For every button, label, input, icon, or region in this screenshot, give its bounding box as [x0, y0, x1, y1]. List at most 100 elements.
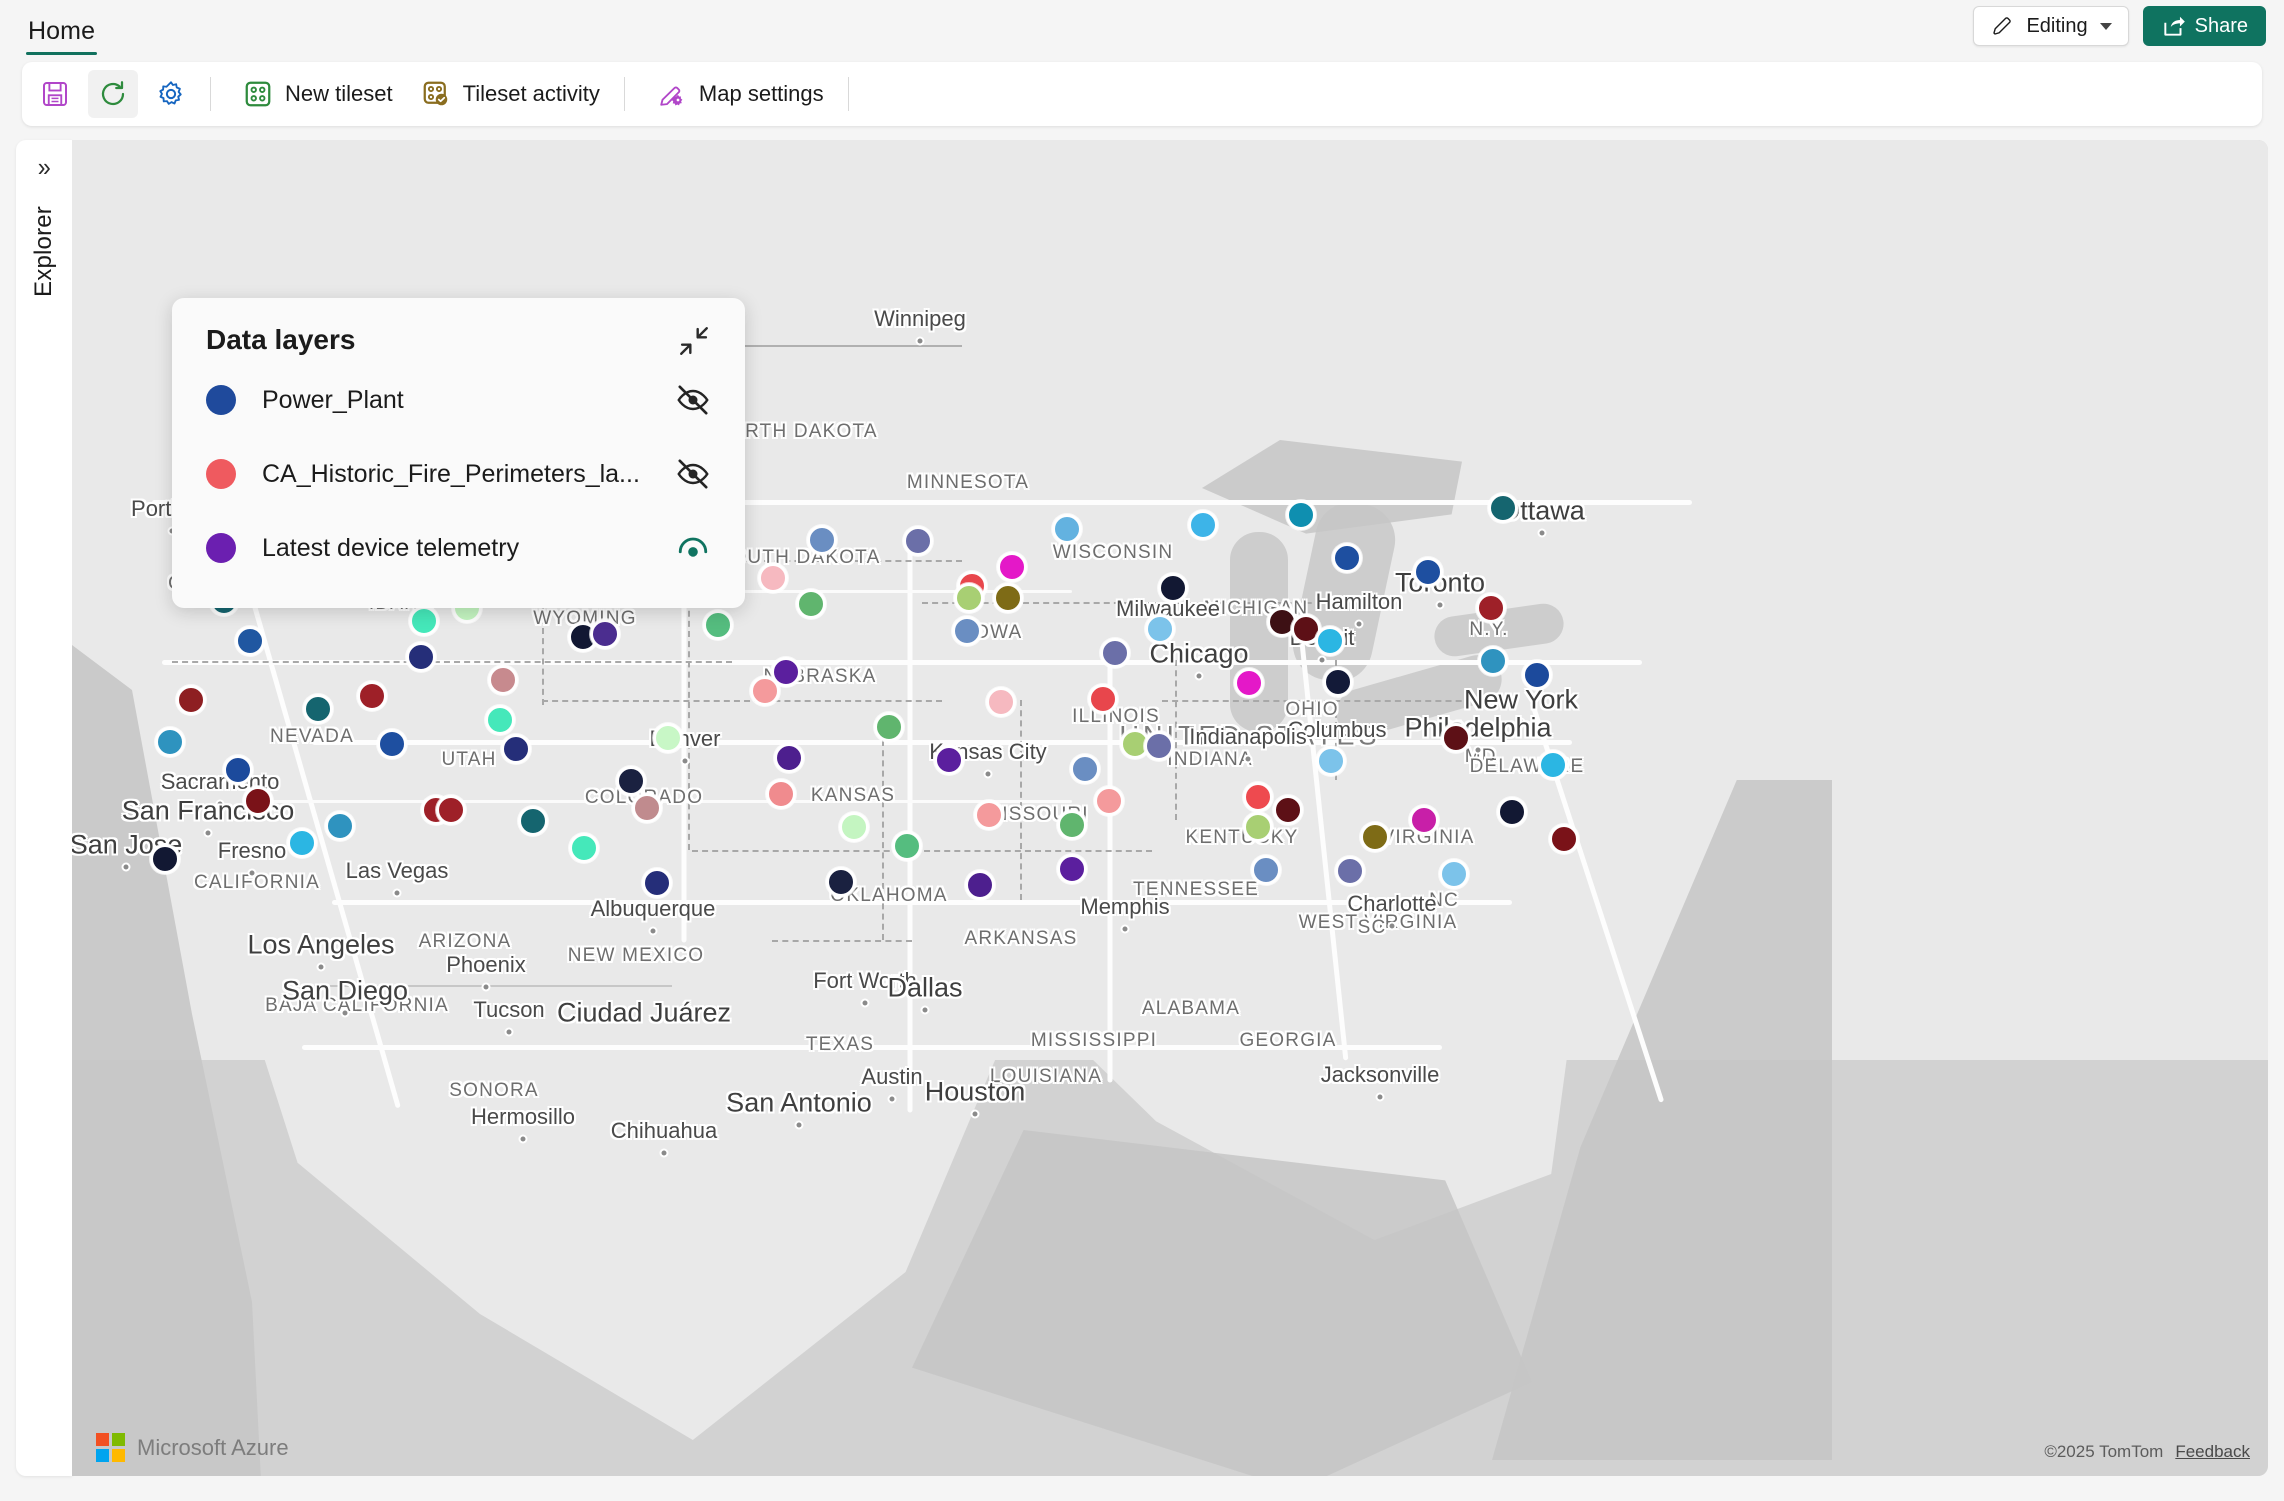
- map-data-point[interactable]: [1497, 797, 1527, 827]
- map-data-point[interactable]: [303, 694, 333, 724]
- layer-row[interactable]: Power_Plant: [172, 368, 745, 432]
- map-data-point[interactable]: [235, 626, 265, 656]
- map-data-point[interactable]: [436, 795, 466, 825]
- collapse-diagonal-icon[interactable]: [677, 324, 711, 358]
- map-data-point[interactable]: [155, 727, 185, 757]
- map-data-point[interactable]: [1144, 731, 1174, 761]
- map-data-point[interactable]: [1243, 812, 1273, 842]
- map-data-point[interactable]: [1100, 638, 1130, 668]
- map-data-point[interactable]: [1538, 750, 1568, 780]
- map-data-point[interactable]: [774, 743, 804, 773]
- layer-row[interactable]: CA_Historic_Fire_Perimeters_la...: [172, 442, 745, 506]
- map-data-point[interactable]: [1315, 626, 1345, 656]
- map-data-point[interactable]: [518, 806, 548, 836]
- map-data-point[interactable]: [807, 525, 837, 555]
- map-settings-button[interactable]: Map settings: [647, 70, 834, 118]
- map-data-point[interactable]: [1476, 593, 1506, 623]
- map-data-point[interactable]: [986, 687, 1016, 717]
- map-data-point[interactable]: [1273, 795, 1303, 825]
- map-data-point[interactable]: [758, 563, 788, 593]
- map-data-point[interactable]: [325, 811, 355, 841]
- map-data-point[interactable]: [1243, 782, 1273, 812]
- map-data-point[interactable]: [590, 619, 620, 649]
- map-data-point[interactable]: [1323, 667, 1353, 697]
- map-data-point[interactable]: [616, 766, 646, 796]
- map-data-point[interactable]: [1488, 493, 1518, 523]
- map-data-point[interactable]: [1439, 859, 1469, 889]
- map-data-point[interactable]: [1158, 573, 1188, 603]
- map-data-point[interactable]: [357, 681, 387, 711]
- map-data-point[interactable]: [1409, 805, 1439, 835]
- map-data-point[interactable]: [1145, 614, 1175, 644]
- map-data-point[interactable]: [409, 606, 439, 636]
- map-data-point[interactable]: [997, 552, 1027, 582]
- map-data-point[interactable]: [903, 526, 933, 556]
- map-data-point[interactable]: [1251, 855, 1281, 885]
- map-data-point[interactable]: [1286, 500, 1316, 530]
- map-data-point[interactable]: [1522, 660, 1552, 690]
- explorer-rail[interactable]: » Explorer: [16, 140, 72, 1476]
- map-data-point[interactable]: [892, 831, 922, 861]
- map-data-point[interactable]: [1360, 822, 1390, 852]
- map-data-point[interactable]: [703, 610, 733, 640]
- map-data-point[interactable]: [934, 745, 964, 775]
- eye-off-icon[interactable]: [675, 456, 711, 492]
- map-data-point[interactable]: [826, 867, 856, 897]
- map-data-point[interactable]: [406, 642, 436, 672]
- map-data-point[interactable]: [796, 589, 826, 619]
- save-button[interactable]: [30, 70, 80, 118]
- map-data-point[interactable]: [287, 828, 317, 858]
- new-tileset-button[interactable]: New tileset: [233, 70, 403, 118]
- map-data-point[interactable]: [839, 812, 869, 842]
- map-data-point[interactable]: [501, 734, 531, 764]
- map-data-point[interactable]: [1332, 543, 1362, 573]
- map-data-point[interactable]: [176, 685, 206, 715]
- map-data-point[interactable]: [1441, 723, 1471, 753]
- map-data-point[interactable]: [1478, 646, 1508, 676]
- share-button[interactable]: Share: [2142, 6, 2266, 46]
- tileset-activity-button[interactable]: Tileset activity: [411, 70, 610, 118]
- map-data-point[interactable]: [223, 755, 253, 785]
- map-data-point[interactable]: [642, 868, 672, 898]
- map-data-point[interactable]: [150, 844, 180, 874]
- map-data-point[interactable]: [653, 723, 683, 753]
- eye-on-icon[interactable]: [675, 530, 711, 566]
- map-data-point[interactable]: [1088, 684, 1118, 714]
- map-canvas[interactable]: UNITED STATESMONTANANORTH DAKOTAMINNESOT…: [72, 140, 2268, 1476]
- map-data-point[interactable]: [1316, 746, 1346, 776]
- map-data-point[interactable]: [1549, 824, 1579, 854]
- map-data-point[interactable]: [874, 712, 904, 742]
- map-data-point[interactable]: [1188, 510, 1218, 540]
- map-data-point[interactable]: [1094, 786, 1124, 816]
- eye-off-icon[interactable]: [675, 382, 711, 418]
- map-data-point[interactable]: [377, 729, 407, 759]
- map-data-point[interactable]: [1057, 810, 1087, 840]
- map-data-point[interactable]: [1413, 557, 1443, 587]
- data-layers-panel[interactable]: Data layers Power_Plant CA_Historic_Fire…: [172, 298, 745, 608]
- map-data-point[interactable]: [632, 793, 662, 823]
- map-data-point[interactable]: [965, 870, 995, 900]
- map-data-point[interactable]: [954, 583, 984, 613]
- map-data-point[interactable]: [974, 800, 1004, 830]
- map-data-point[interactable]: [1070, 754, 1100, 784]
- settings-button[interactable]: [146, 70, 196, 118]
- map-data-point[interactable]: [1052, 514, 1082, 544]
- map-data-point[interactable]: [1057, 854, 1087, 884]
- chevron-double-right-icon[interactable]: »: [37, 152, 51, 182]
- feedback-link[interactable]: Feedback: [2175, 1442, 2250, 1461]
- map-data-point[interactable]: [1234, 668, 1264, 698]
- map-data-point[interactable]: [766, 779, 796, 809]
- map-data-point[interactable]: [952, 616, 982, 646]
- layer-row[interactable]: Latest device telemetry: [172, 516, 745, 580]
- border-dash-h5: [922, 602, 1342, 604]
- map-data-point[interactable]: [485, 705, 515, 735]
- map-data-point[interactable]: [569, 833, 599, 863]
- map-data-point[interactable]: [243, 786, 273, 816]
- map-data-point[interactable]: [1335, 856, 1365, 886]
- tab-home[interactable]: Home: [22, 13, 101, 56]
- map-data-point[interactable]: [993, 583, 1023, 613]
- map-data-point[interactable]: [750, 676, 780, 706]
- editing-button[interactable]: Editing: [1973, 6, 2129, 46]
- map-data-point[interactable]: [488, 665, 518, 695]
- refresh-button[interactable]: [88, 70, 138, 118]
